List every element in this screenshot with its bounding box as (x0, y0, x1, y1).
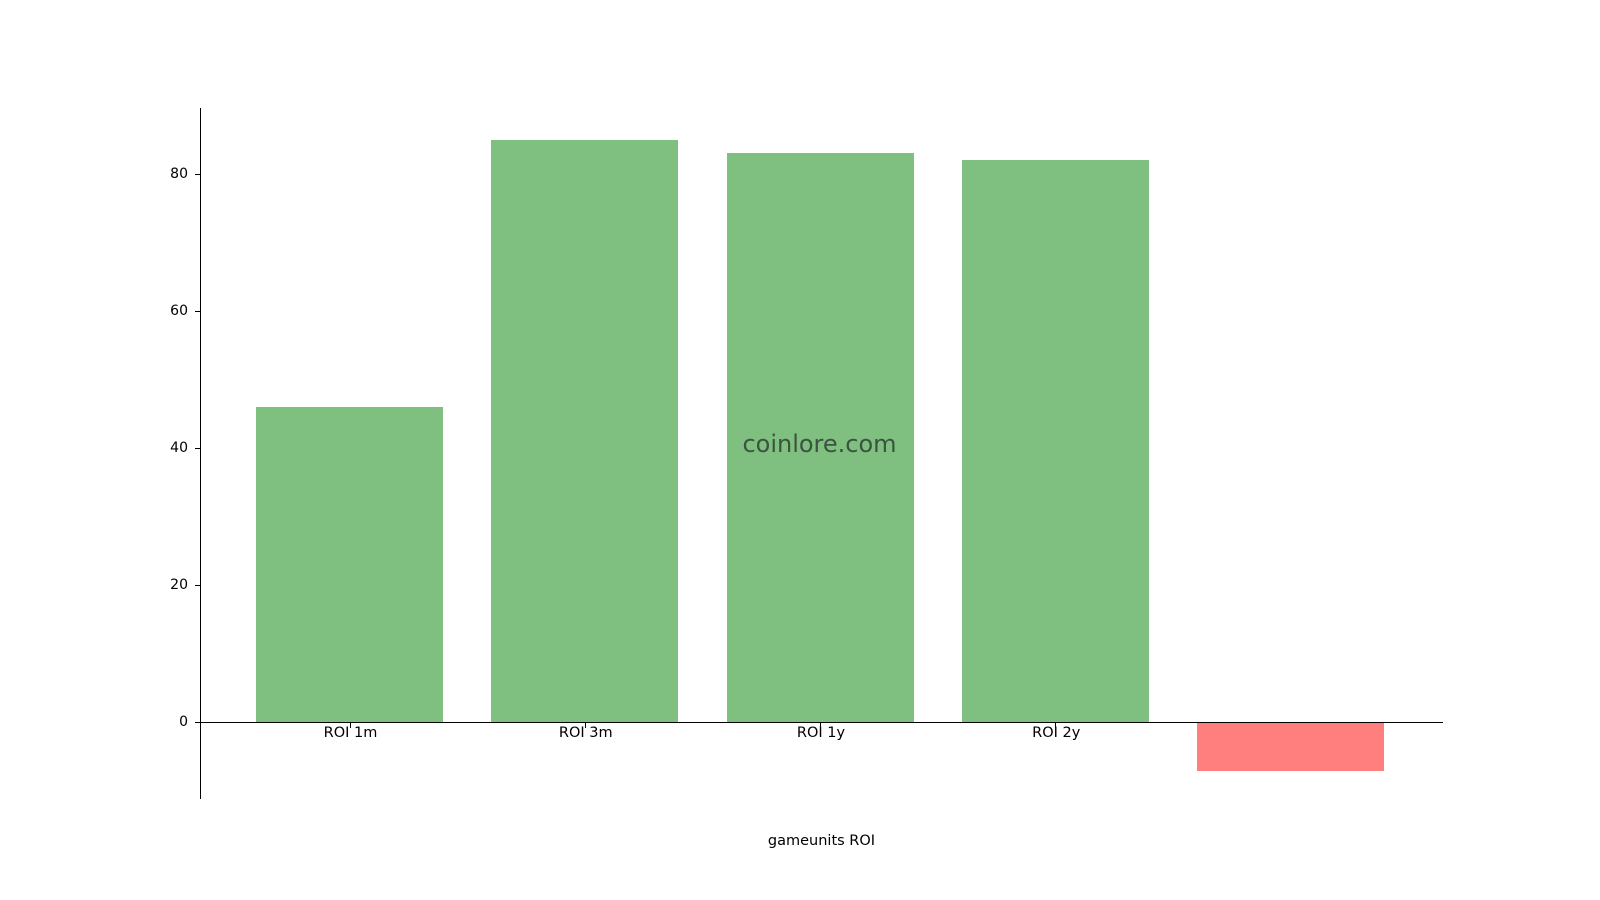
x-tick-label: ROI 1y (796, 725, 846, 741)
x-tick-label: ROI 2y (1032, 725, 1081, 741)
watermark: coinlore.com (742, 430, 897, 458)
x-tick-label: ROI 3m (558, 725, 613, 741)
y-tick-label: 0 (179, 714, 188, 730)
y-tick-mark (195, 585, 200, 586)
y-axis-line (200, 108, 201, 799)
y-tick-label: 60 (170, 303, 188, 319)
y-tick-mark (195, 722, 200, 723)
bar (726, 153, 914, 722)
y-tick-label: 40 (170, 440, 188, 456)
y-tick-label: 80 (170, 166, 188, 182)
x-tick-mark (584, 722, 586, 728)
x-tick-mark (1055, 722, 1057, 728)
x-tick-mark (349, 722, 351, 728)
y-tick-mark (195, 174, 200, 175)
x-tick-label: ROI 1m (323, 725, 378, 741)
x-axis-title: gameunits ROI (767, 833, 876, 849)
bar (491, 139, 679, 722)
y-tick-label: 20 (170, 577, 188, 593)
y-tick-mark (195, 448, 200, 449)
bar (256, 406, 443, 722)
bar (961, 160, 1149, 722)
x-tick-mark (820, 722, 821, 728)
x-axis-line (200, 722, 1443, 723)
y-tick-mark (195, 311, 200, 312)
bar (1197, 723, 1384, 771)
